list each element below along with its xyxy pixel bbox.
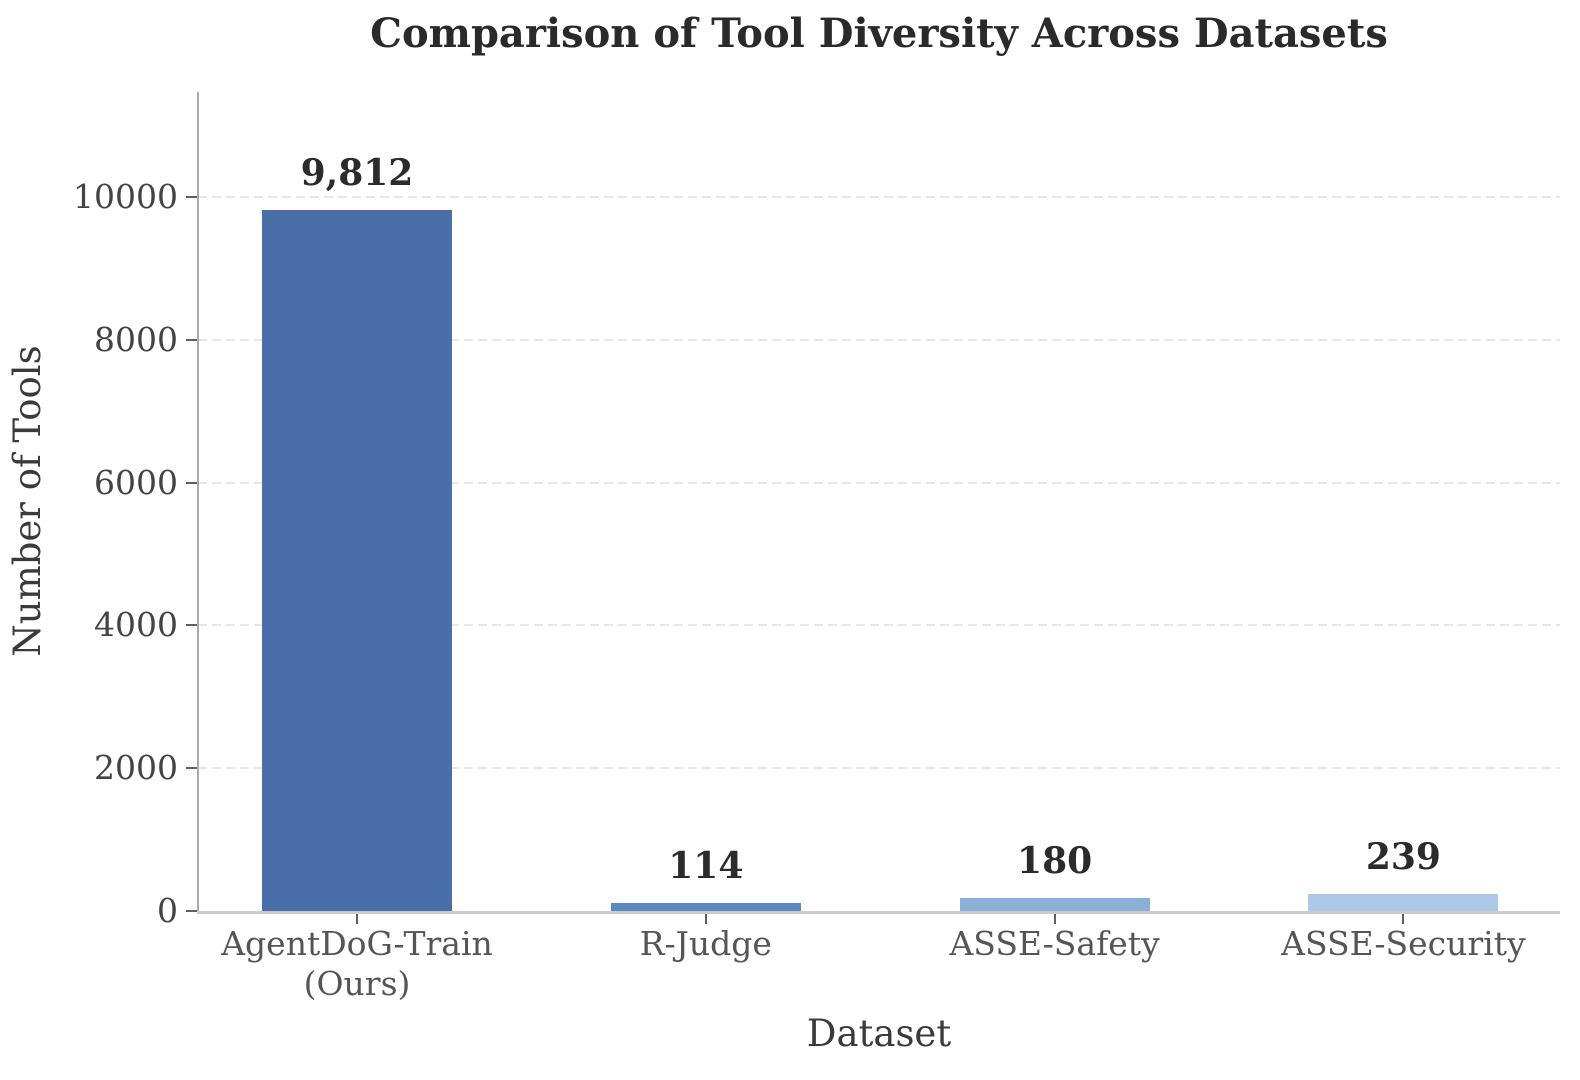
bar-value-label: 9,812 [300,152,414,195]
y-tick-mark [186,910,198,912]
x-tick-mark [1402,914,1405,924]
gridline [198,338,1560,341]
y-tick-mark [186,481,198,484]
y-tick-label: 4000 [94,605,178,645]
x-tick-label: R-Judge [639,924,772,963]
gridline [198,195,1560,198]
bar-value-label: 239 [1365,835,1441,878]
y-tick-mark [186,624,198,627]
x-tick-label: AgentDoG-Train (Ours) [221,924,493,1003]
y-tick-label: 6000 [94,462,178,502]
bar-value-label: 114 [668,844,744,887]
bar [959,898,1150,911]
y-tick-label: 10000 [73,176,178,216]
y-tick-mark [186,195,198,198]
chart-title: Comparison of Tool Diversity Across Data… [370,10,1388,57]
x-tick-mark [1053,914,1056,924]
x-tick-mark [356,914,358,924]
y-tick-mark [186,338,198,341]
gridline [198,624,1560,627]
y-axis-spine [197,92,199,914]
x-axis-title: Dataset [806,1012,952,1055]
bar [1308,893,1499,911]
y-tick-label: 2000 [94,748,178,788]
gridline [198,481,1560,484]
x-tick-label: ASSE-Safety [949,924,1160,963]
y-tick-label: 0 [157,891,178,930]
y-tick-label: 8000 [94,319,178,359]
bar [262,210,452,911]
y-tick-mark [186,767,198,770]
x-tick-mark [704,914,707,924]
bar-value-label: 180 [1017,840,1093,883]
x-tick-label: ASSE-Security [1281,924,1526,963]
gridline [198,767,1560,770]
bar [610,902,801,911]
x-axis-spine [197,911,1560,914]
